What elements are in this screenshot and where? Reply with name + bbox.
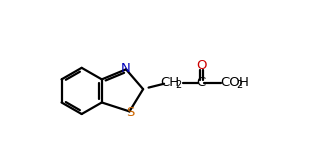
Text: CO: CO	[220, 76, 240, 90]
Text: S: S	[126, 106, 134, 119]
Text: CH: CH	[160, 76, 179, 90]
Text: C: C	[197, 76, 206, 90]
Text: N: N	[121, 62, 131, 75]
Text: O: O	[196, 59, 207, 72]
Text: 2: 2	[236, 80, 242, 90]
Text: H: H	[239, 76, 249, 90]
Text: 2: 2	[175, 80, 181, 90]
